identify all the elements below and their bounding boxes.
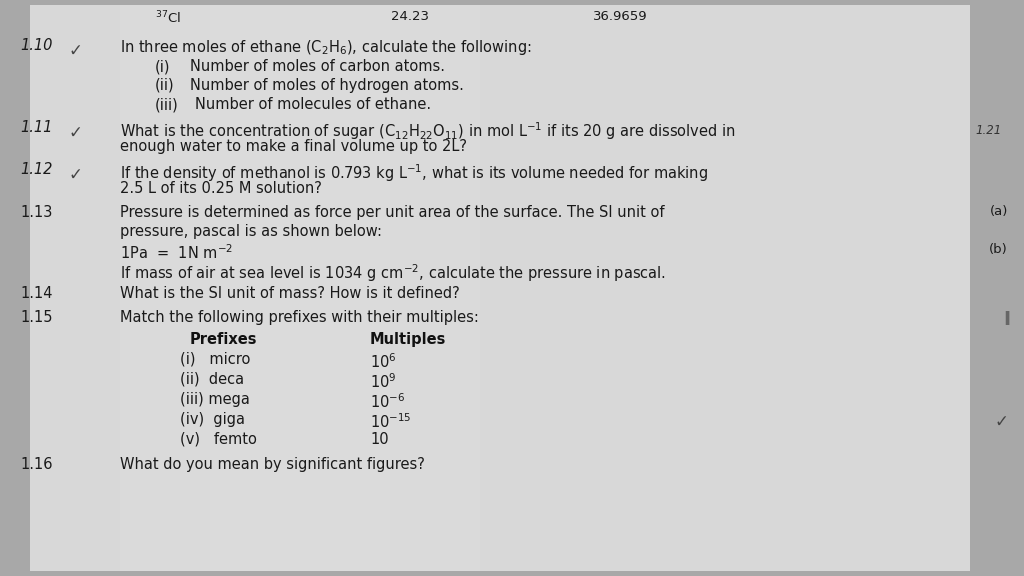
Text: What is the concentration of sugar (C$_{12}$H$_{22}$O$_{11}$) in mol L$^{-1}$ if: What is the concentration of sugar (C$_{…: [120, 120, 735, 142]
Text: ✓: ✓: [68, 124, 82, 142]
Bar: [120, 5, 210, 571]
Text: (ii)  deca: (ii) deca: [180, 372, 244, 387]
Text: Pressure is determined as force per unit area of the surface. The SI unit of: Pressure is determined as force per unit…: [120, 205, 665, 220]
Text: (v)   femto: (v) femto: [180, 432, 257, 447]
Text: (iii): (iii): [155, 97, 179, 112]
Text: 10$^{-6}$: 10$^{-6}$: [370, 392, 406, 411]
Text: Number of molecules of ethane.: Number of molecules of ethane.: [195, 97, 431, 112]
Text: Number of moles of hydrogen atoms.: Number of moles of hydrogen atoms.: [190, 78, 464, 93]
Text: ✓: ✓: [994, 413, 1008, 431]
FancyBboxPatch shape: [30, 5, 970, 571]
Text: Prefixes: Prefixes: [190, 332, 257, 347]
Text: (ii): (ii): [155, 78, 175, 93]
Text: Number of moles of carbon atoms.: Number of moles of carbon atoms.: [190, 59, 445, 74]
Text: 1.14: 1.14: [20, 286, 52, 301]
Text: 1.10: 1.10: [20, 38, 52, 53]
Text: What do you mean by significant figures?: What do you mean by significant figures?: [120, 457, 425, 472]
Text: 1.12: 1.12: [20, 162, 52, 177]
Bar: [300, 5, 390, 571]
Text: If mass of air at sea level is 1034 g cm$^{-2}$, calculate the pressure in pasca: If mass of air at sea level is 1034 g cm…: [120, 262, 666, 284]
Text: 36.9659: 36.9659: [593, 10, 647, 23]
Text: (i): (i): [155, 59, 171, 74]
Bar: [30, 5, 120, 571]
Text: 2.5 L of its 0.25 M solution?: 2.5 L of its 0.25 M solution?: [120, 181, 322, 196]
Text: (a): (a): [989, 205, 1008, 218]
Text: 24.23: 24.23: [391, 10, 429, 23]
Text: pressure, pascal is as shown below:: pressure, pascal is as shown below:: [120, 224, 382, 239]
Text: ✓: ✓: [68, 166, 82, 184]
Text: (b): (b): [989, 243, 1008, 256]
Text: If the density of methanol is 0.793 kg L$^{-1}$, what is its volume needed for m: If the density of methanol is 0.793 kg L…: [120, 162, 709, 184]
Text: 1.11: 1.11: [20, 120, 52, 135]
Bar: [210, 5, 300, 571]
Text: (i)   micro: (i) micro: [180, 352, 251, 367]
Text: 10$^6$: 10$^6$: [370, 352, 396, 371]
Text: In three moles of ethane (C$_2$H$_6$), calculate the following:: In three moles of ethane (C$_2$H$_6$), c…: [120, 38, 531, 57]
Text: ✓: ✓: [68, 42, 82, 60]
Text: (iii) mega: (iii) mega: [180, 392, 250, 407]
Text: 1Pa  =  1N m$^{-2}$: 1Pa = 1N m$^{-2}$: [120, 243, 233, 262]
Text: $^{37}$Cl: $^{37}$Cl: [155, 10, 181, 26]
Text: I: I: [1002, 310, 1010, 329]
Text: What is the SI unit of mass? How is it defined?: What is the SI unit of mass? How is it d…: [120, 286, 460, 301]
Text: 1.13: 1.13: [20, 205, 52, 220]
Text: enough water to make a final volume up to 2L?: enough water to make a final volume up t…: [120, 139, 467, 154]
Text: 10$^{-15}$: 10$^{-15}$: [370, 412, 412, 431]
Text: Match the following prefixes with their multiples:: Match the following prefixes with their …: [120, 310, 479, 325]
Text: 10$^9$: 10$^9$: [370, 372, 396, 391]
Text: 10: 10: [370, 432, 389, 447]
Bar: [390, 5, 480, 571]
Text: Multiples: Multiples: [370, 332, 446, 347]
Text: 1.15: 1.15: [20, 310, 52, 325]
Text: 1.16: 1.16: [20, 457, 52, 472]
Text: 1.21: 1.21: [975, 124, 1001, 137]
Text: (iv)  giga: (iv) giga: [180, 412, 245, 427]
